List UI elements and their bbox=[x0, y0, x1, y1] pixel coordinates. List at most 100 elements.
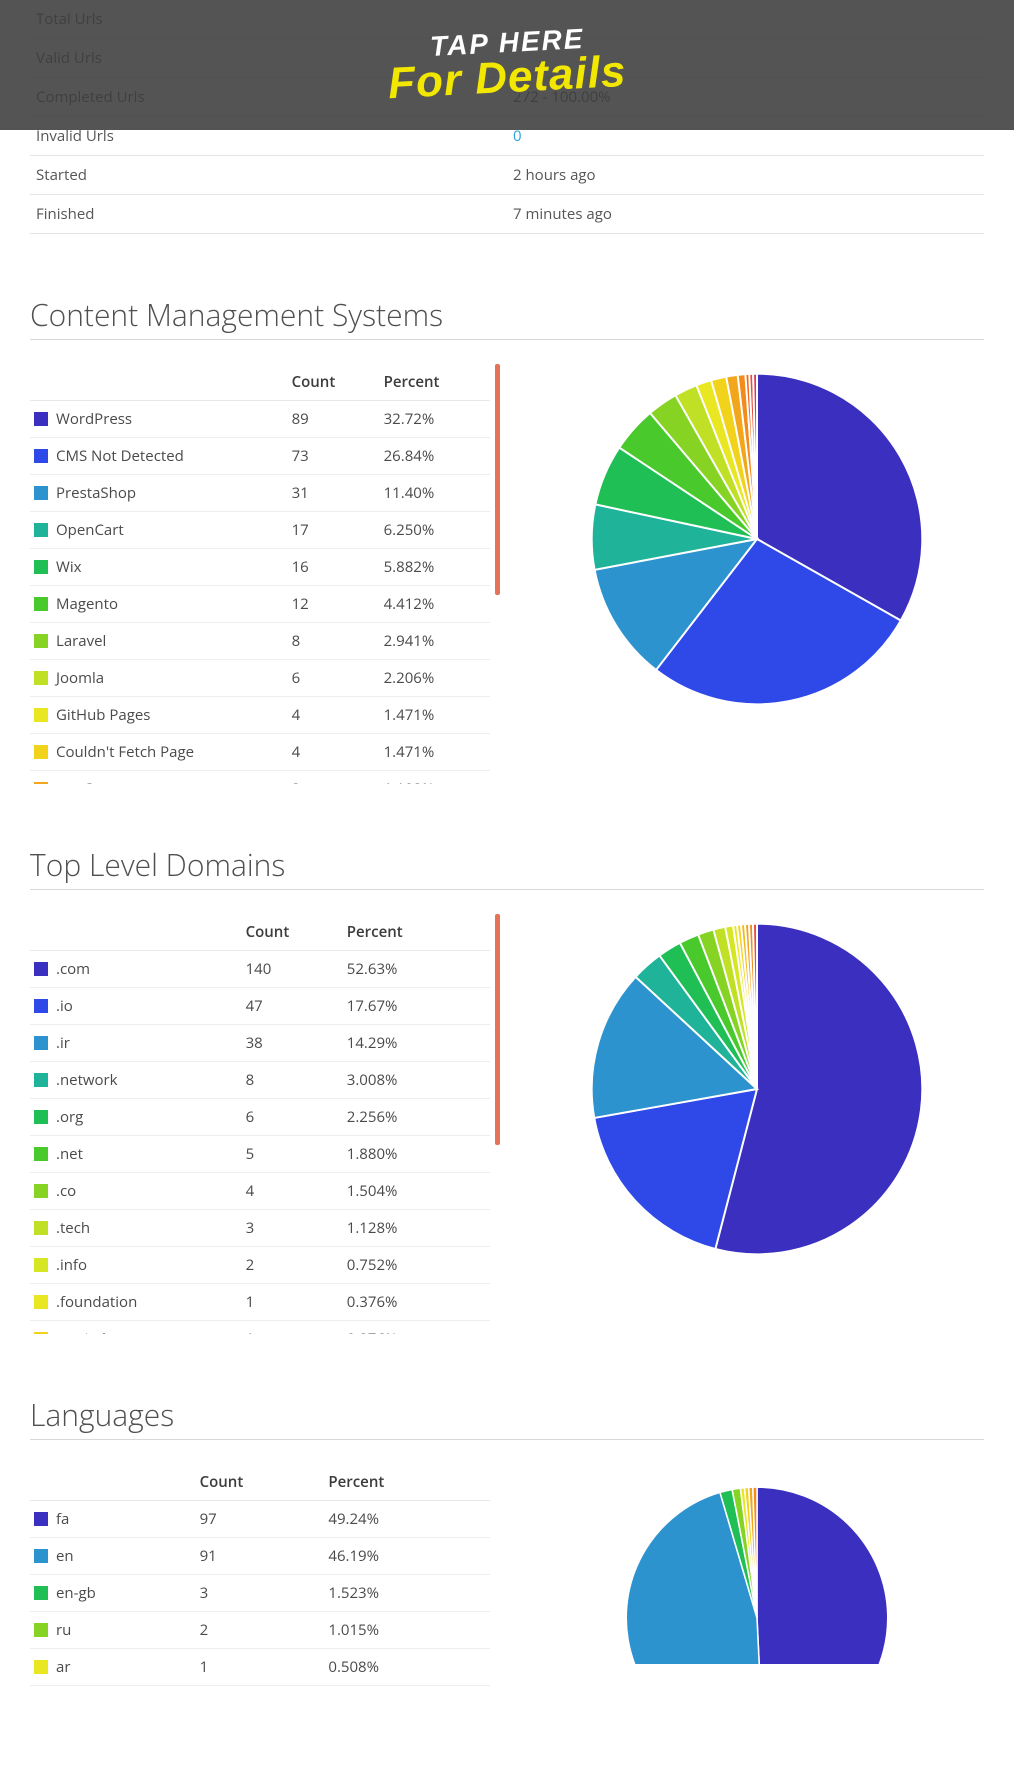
row-label: .tech bbox=[56, 1218, 90, 1238]
table-row[interactable]: PrestaShop3111.40% bbox=[30, 475, 490, 512]
color-swatch-icon bbox=[34, 1221, 48, 1235]
pie-chart bbox=[597, 1464, 917, 1664]
promo-overlay[interactable]: TAP HERE For Details bbox=[0, 0, 1014, 130]
table-row[interactable]: .foundation 10.376% bbox=[30, 1284, 490, 1321]
row-percent: 0.376% bbox=[343, 1284, 490, 1321]
table-row[interactable]: GitHub Pages41.471% bbox=[30, 697, 490, 734]
row-count: 47 bbox=[242, 988, 343, 1025]
table-row[interactable]: Wix165.882% bbox=[30, 549, 490, 586]
table-row[interactable]: en9146.19% bbox=[30, 1538, 490, 1575]
row-label: OpenCart bbox=[56, 520, 124, 540]
column-header: Percent bbox=[343, 914, 490, 951]
table-row[interactable]: .info 20.752% bbox=[30, 1247, 490, 1284]
color-swatch-icon bbox=[34, 1586, 48, 1600]
row-count: 89 bbox=[288, 401, 380, 438]
pie-chart-wrap bbox=[530, 364, 984, 784]
row-count: 97 bbox=[196, 1501, 325, 1538]
overlay-line2: For Details bbox=[387, 47, 628, 109]
table-row[interactable]: .io4717.67% bbox=[30, 988, 490, 1025]
row-count: 38 bbox=[242, 1025, 343, 1062]
row-count: 4 bbox=[242, 1173, 343, 1210]
section: LanguagesCountPercentfa9749.24%en9146.19… bbox=[30, 1394, 984, 1686]
row-count: 1 bbox=[242, 1284, 343, 1321]
row-percent: 14.29% bbox=[343, 1025, 490, 1062]
color-swatch-icon bbox=[34, 597, 48, 611]
row-label: ru bbox=[56, 1620, 71, 1640]
row-percent: 49.24% bbox=[324, 1501, 490, 1538]
column-header bbox=[30, 914, 242, 951]
data-table: CountPercentfa9749.24%en9146.19%en-gb31.… bbox=[30, 1464, 490, 1686]
row-label: Couldn't Fetch Page bbox=[56, 742, 194, 762]
table-row[interactable]: CMS Not Detected7326.84% bbox=[30, 438, 490, 475]
color-swatch-icon bbox=[34, 1549, 48, 1563]
row-percent: 5.882% bbox=[380, 549, 490, 586]
column-header: Count bbox=[242, 914, 343, 951]
table-row[interactable]: OpenCart176.250% bbox=[30, 512, 490, 549]
row-label: .co bbox=[56, 1181, 76, 1201]
table-row[interactable]: nopCommerce31.103% bbox=[30, 771, 490, 785]
row-percent: 26.84% bbox=[380, 438, 490, 475]
data-table-wrap: CountPercent.com14052.63%.io4717.67%.ir3… bbox=[30, 914, 500, 1334]
row-label: .foundation bbox=[56, 1292, 137, 1312]
table-row[interactable]: Joomla62.206% bbox=[30, 660, 490, 697]
section-title: Languages bbox=[30, 1394, 984, 1440]
color-swatch-icon bbox=[34, 486, 48, 500]
table-row[interactable]: .co41.504% bbox=[30, 1173, 490, 1210]
color-swatch-icon bbox=[34, 1332, 48, 1334]
pie-chart-wrap bbox=[530, 1464, 984, 1686]
table-row[interactable]: .net51.880% bbox=[30, 1136, 490, 1173]
summary-row: Finished7 minutes ago bbox=[30, 195, 984, 234]
data-table: CountPercentWordPress8932.72%CMS Not Det… bbox=[30, 364, 490, 784]
table-row[interactable]: .org62.256% bbox=[30, 1099, 490, 1136]
table-row[interactable]: en-gb31.523% bbox=[30, 1575, 490, 1612]
row-count: 8 bbox=[242, 1062, 343, 1099]
row-percent: 0.752% bbox=[343, 1247, 490, 1284]
row-label: nopCommerce bbox=[56, 779, 160, 784]
row-label: Laravel bbox=[56, 631, 106, 651]
row-label: GitHub Pages bbox=[56, 705, 150, 725]
data-table-wrap: CountPercentfa9749.24%en9146.19%en-gb31.… bbox=[30, 1464, 500, 1686]
row-count: 8 bbox=[288, 623, 380, 660]
row-percent: 2.206% bbox=[380, 660, 490, 697]
row-count: 16 bbox=[288, 549, 380, 586]
column-header bbox=[30, 1464, 196, 1501]
table-row[interactable]: .network83.008% bbox=[30, 1062, 490, 1099]
row-label: .info bbox=[56, 1255, 87, 1275]
color-swatch-icon bbox=[34, 1184, 48, 1198]
row-label: .network bbox=[56, 1070, 118, 1090]
row-label: fa bbox=[56, 1509, 69, 1529]
row-count: 5 bbox=[242, 1136, 343, 1173]
color-swatch-icon bbox=[34, 1623, 48, 1637]
section-title: Content Management Systems bbox=[30, 294, 984, 340]
table-row[interactable]: .capital10.376% bbox=[30, 1321, 490, 1335]
column-header bbox=[30, 364, 288, 401]
color-swatch-icon bbox=[34, 412, 48, 426]
table-row[interactable]: Magento124.412% bbox=[30, 586, 490, 623]
pie-chart-wrap bbox=[530, 914, 984, 1334]
column-header: Percent bbox=[324, 1464, 490, 1501]
table-row[interactable]: fa 9749.24% bbox=[30, 1501, 490, 1538]
row-percent: 11.40% bbox=[380, 475, 490, 512]
row-percent: 1.471% bbox=[380, 697, 490, 734]
table-row[interactable]: WordPress8932.72% bbox=[30, 401, 490, 438]
row-count: 17 bbox=[288, 512, 380, 549]
table-row[interactable]: Laravel82.941% bbox=[30, 623, 490, 660]
row-label: .io bbox=[56, 996, 73, 1016]
table-row[interactable]: Couldn't Fetch Page41.471% bbox=[30, 734, 490, 771]
color-swatch-icon bbox=[34, 671, 48, 685]
table-row[interactable]: .com14052.63% bbox=[30, 951, 490, 988]
row-label: WordPress bbox=[56, 409, 132, 429]
row-percent: 1.103% bbox=[380, 771, 490, 785]
table-row[interactable]: .ir3814.29% bbox=[30, 1025, 490, 1062]
table-row[interactable]: ru21.015% bbox=[30, 1612, 490, 1649]
table-row[interactable]: .tech31.128% bbox=[30, 1210, 490, 1247]
table-row[interactable]: ar10.508% bbox=[30, 1649, 490, 1686]
row-count: 6 bbox=[242, 1099, 343, 1136]
row-label: PrestaShop bbox=[56, 483, 136, 503]
color-swatch-icon bbox=[34, 999, 48, 1013]
row-count: 2 bbox=[242, 1247, 343, 1284]
color-swatch-icon bbox=[34, 560, 48, 574]
color-swatch-icon bbox=[34, 1512, 48, 1526]
row-count: 3 bbox=[242, 1210, 343, 1247]
row-label: .net bbox=[56, 1144, 83, 1164]
